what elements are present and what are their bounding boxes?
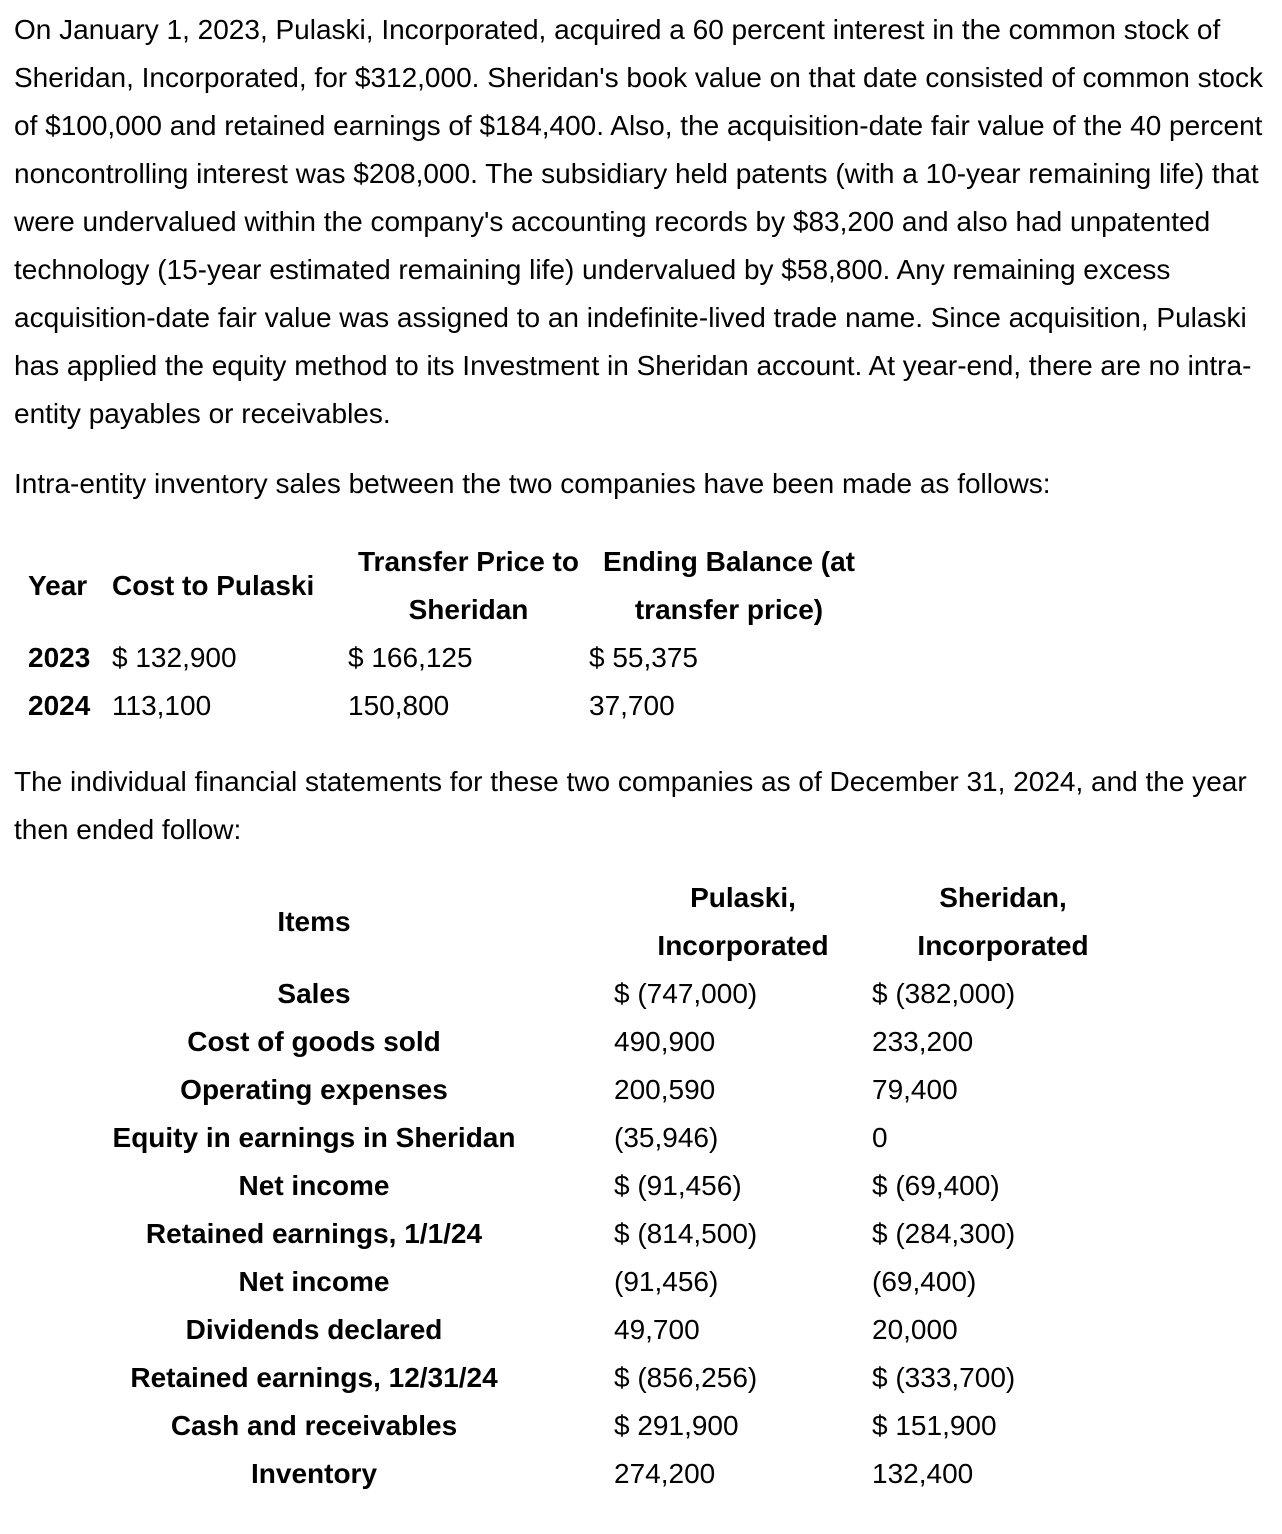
pulaski-header-line2: Incorporated (657, 930, 829, 961)
cost-to-pulaski-value: $ 132,900 (112, 642, 237, 673)
pulaski-value: $ (856,256) (614, 1362, 758, 1393)
sheridan-value: $ (382,000) (872, 978, 1016, 1009)
pulaski-value: $ (91,456) (614, 1170, 742, 1201)
ending-balance-header-line1: Ending Balance (at (602, 546, 856, 577)
pulaski-column-header: Pulaski, Incorporated (614, 874, 872, 970)
table-row-cash-and-receivables: Cash and receivables $ 291,900 $ 151,900 (14, 1402, 1270, 1450)
row-label: Net income (238, 1170, 390, 1201)
transfer-price-header-line1: Transfer Price to (358, 546, 579, 577)
intra-entity-sales-table: Year Cost to Pulaski Transfer Price to S… (28, 538, 1270, 730)
items-column-header: Items (277, 906, 351, 937)
ending-balance-value: 37,700 (589, 690, 675, 721)
transfer-price-value: $ 166,125 (348, 642, 473, 673)
pulaski-value: (91,456) (614, 1266, 719, 1297)
ending-balance-value: $ 55,375 (589, 642, 698, 673)
sheridan-value: $ (333,700) (872, 1362, 1016, 1393)
row-label: Equity in earnings in Sheridan (112, 1122, 516, 1153)
pulaski-value: $ (747,000) (614, 978, 758, 1009)
table-row-inventory: Inventory 274,200 132,400 (14, 1450, 1270, 1498)
table-row-2023: 2023 $ 132,900 $ 166,125 $ 55,375 (28, 634, 1270, 682)
transfer-price-column-header: Transfer Price to Sheridan (348, 538, 589, 634)
pulaski-value: 490,900 (614, 1026, 716, 1057)
financial-statements-table: Items Pulaski, Incorporated Sheridan, In… (14, 874, 1270, 1498)
sheridan-value: 132,400 (872, 1458, 974, 1489)
year-cell: 2024 (28, 690, 91, 721)
sheridan-value: $ (284,300) (872, 1218, 1016, 1249)
table-row-net-income-re: Net income (91,456) (69,400) (14, 1258, 1270, 1306)
problem-document: On January 1, 2023, Pulaski, Incorporate… (14, 6, 1270, 1498)
year-column-header: Year (28, 570, 88, 601)
cost-to-pulaski-column-header: Cost to Pulaski (112, 570, 315, 601)
pulaski-header-line1: Pulaski, (690, 882, 796, 913)
row-label: Dividends declared (185, 1314, 443, 1345)
row-label: Cash and receivables (170, 1410, 458, 1441)
pulaski-value: $ (814,500) (614, 1218, 758, 1249)
row-label: Retained earnings, 12/31/24 (130, 1362, 498, 1393)
sheridan-value: 233,200 (872, 1026, 974, 1057)
year-cell: 2023 (28, 642, 91, 673)
table-row-operating-expenses: Operating expenses 200,590 79,400 (14, 1066, 1270, 1114)
sheridan-header-line2: Incorporated (917, 930, 1089, 961)
pulaski-value: $ 291,900 (614, 1410, 739, 1441)
ending-balance-column-header: Ending Balance (at transfer price) (589, 538, 869, 634)
table-row-2024: 2024 113,100 150,800 37,700 (28, 682, 1270, 730)
table-row-retained-earnings-ending: Retained earnings, 12/31/24 $ (856,256) … (14, 1354, 1270, 1402)
table-row-sales: Sales $ (747,000) $ (382,000) (14, 970, 1270, 1018)
table-row-net-income: Net income $ (91,456) $ (69,400) (14, 1162, 1270, 1210)
financial-statements-header-row: Items Pulaski, Incorporated Sheridan, In… (14, 874, 1270, 970)
intra-entity-table-header-row: Year Cost to Pulaski Transfer Price to S… (28, 538, 1270, 634)
row-label: Operating expenses (180, 1074, 448, 1105)
transfer-price-value: 150,800 (348, 690, 450, 721)
cost-to-pulaski-value: 113,100 (112, 690, 212, 721)
pulaski-value: 274,200 (614, 1458, 716, 1489)
sheridan-value: 0 (872, 1122, 888, 1153)
pulaski-value: 200,590 (614, 1074, 716, 1105)
sheridan-column-header: Sheridan, Incorporated (872, 874, 1134, 970)
table-row-retained-earnings-beginning: Retained earnings, 1/1/24 $ (814,500) $ … (14, 1210, 1270, 1258)
sheridan-value: (69,400) (872, 1266, 977, 1297)
row-label: Net income (238, 1266, 390, 1297)
table-row-equity-in-earnings: Equity in earnings in Sheridan (35,946) … (14, 1114, 1270, 1162)
sheridan-value: $ (69,400) (872, 1170, 1000, 1201)
financial-statements-intro-text: The individual financial statements for … (14, 766, 1247, 845)
sheridan-value: 79,400 (872, 1074, 958, 1105)
row-label: Sales (277, 978, 351, 1009)
intro-paragraph: On January 1, 2023, Pulaski, Incorporate… (14, 14, 1264, 429)
table-row-dividends-declared: Dividends declared 49,700 20,000 (14, 1306, 1270, 1354)
sheridan-value: 20,000 (872, 1314, 958, 1345)
pulaski-value: (35,946) (614, 1122, 719, 1153)
pulaski-value: 49,700 (614, 1314, 700, 1345)
transfer-price-header-line2: Sheridan (408, 594, 529, 625)
sheridan-value: $ 151,900 (872, 1410, 997, 1441)
intra-entity-intro-text: Intra-entity inventory sales between the… (14, 468, 1051, 499)
row-label: Inventory (250, 1458, 378, 1489)
ending-balance-header-line2: transfer price) (634, 594, 824, 625)
sheridan-header-line1: Sheridan, (939, 882, 1067, 913)
row-label: Cost of goods sold (187, 1026, 441, 1057)
table-row-cogs: Cost of goods sold 490,900 233,200 (14, 1018, 1270, 1066)
row-label: Retained earnings, 1/1/24 (145, 1218, 483, 1249)
